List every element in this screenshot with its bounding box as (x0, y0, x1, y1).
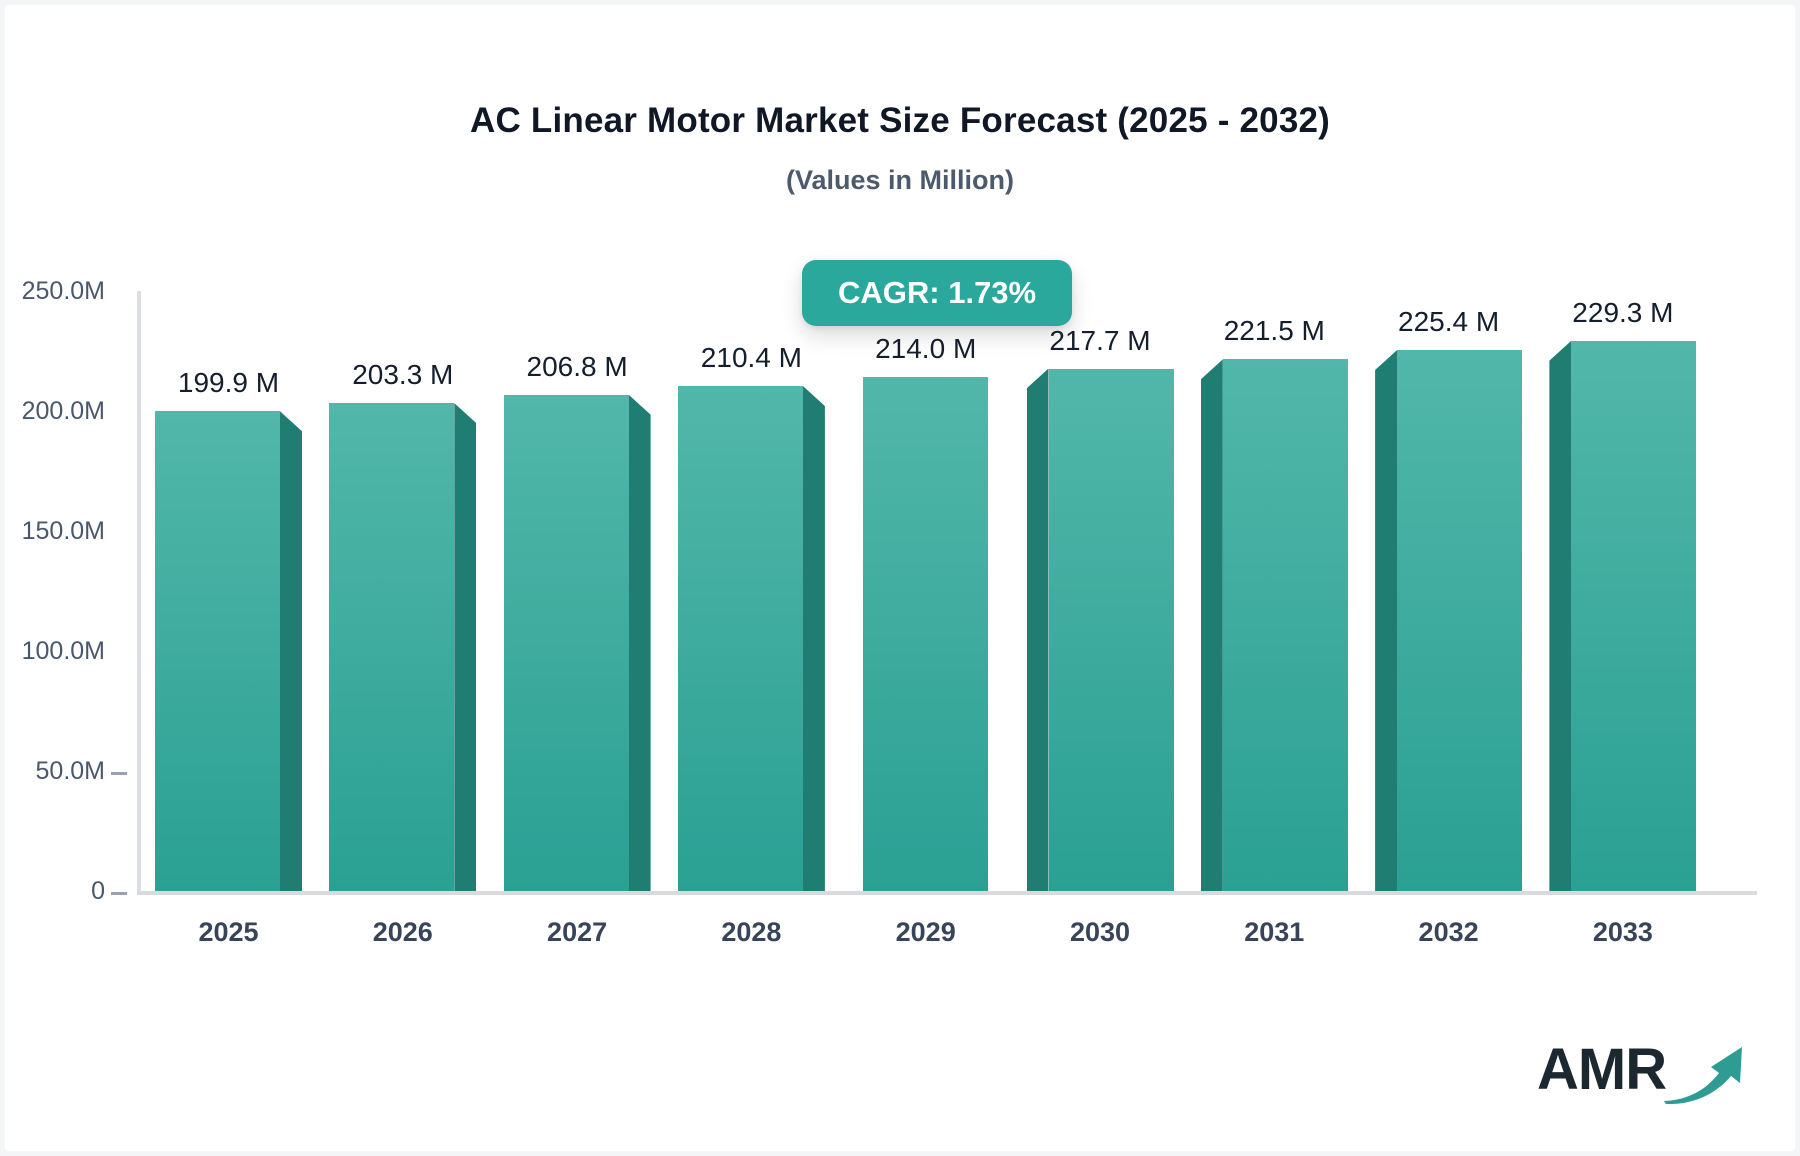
bar-2028 (677, 386, 803, 891)
y-axis-tick-label: 100.0M (21, 637, 105, 665)
y-axis-tick-mark (111, 772, 127, 775)
bar-side-3d (802, 386, 825, 891)
bar-side-3d (1375, 350, 1398, 891)
y-axis-line (137, 291, 141, 895)
logo: AMR (1537, 1041, 1752, 1114)
bar-value-label: 229.3 M (1572, 296, 1674, 328)
bar-side-3d (454, 403, 477, 891)
chart-card: AC Linear Motor Market Size Forecast (20… (5, 5, 1795, 1151)
bar-side-3d (1026, 368, 1049, 891)
bar-value-label: 203.3 M (352, 359, 454, 391)
x-axis-tick-label: 2026 (372, 917, 433, 947)
x-axis-tick-label: 2033 (1592, 917, 1653, 947)
y-axis-tick-label: 200.0M (21, 397, 105, 425)
y-axis-tick-label: 150.0M (21, 517, 105, 545)
bar-value-label: 217.7 M (1049, 324, 1151, 356)
bar-side-3d (1200, 359, 1223, 891)
y-axis-tick-label: 0 (91, 877, 105, 905)
y-axis-tick-label: 50.0M (35, 757, 105, 785)
bar-chart: AC Linear Motor Market Size Forecast (20… (5, 5, 1795, 1151)
bar-2027 (503, 394, 629, 891)
growth-arrow-icon (1660, 1043, 1752, 1114)
x-axis-tick-label: 2029 (895, 917, 956, 947)
bar-2033 (1571, 340, 1697, 891)
bar-2025 (155, 411, 280, 891)
x-axis-tick-label: 2025 (198, 917, 259, 947)
bar-value-label: 221.5 M (1223, 315, 1325, 347)
bar-2031 (1222, 359, 1348, 891)
bar-2032 (1397, 350, 1523, 891)
bar-value-label: 206.8 M (526, 350, 628, 382)
bar-value-label: 225.4 M (1398, 306, 1500, 338)
bar-value-label: 214.0 M (875, 333, 977, 365)
x-axis-tick-label: 2031 (1244, 917, 1305, 947)
chart-subtitle: (Values in Million) (785, 165, 1015, 195)
x-axis-tick-label: 2027 (547, 917, 608, 947)
logo-text: AMR (1537, 1037, 1667, 1102)
x-axis-tick-label: 2028 (721, 917, 782, 947)
x-axis-tick-label: 2030 (1069, 917, 1131, 947)
bar-side-3d (1549, 340, 1572, 891)
bar-side-3d (280, 411, 302, 891)
bar-2029 (863, 377, 989, 891)
x-axis-tick-label: 2032 (1418, 917, 1479, 947)
bar-2026 (329, 403, 455, 891)
x-axis-line (137, 891, 1757, 895)
cagr-badge: CAGR: 1.73% (802, 260, 1073, 326)
bar-2030 (1048, 368, 1174, 891)
bar-value-label: 210.4 M (700, 342, 802, 374)
bar-side-3d (628, 394, 651, 891)
y-axis-tick-mark (111, 892, 127, 895)
bar-value-label: 199.9 M (177, 367, 280, 399)
y-axis-tick-label: 250.0M (21, 277, 105, 305)
chart-title: AC Linear Motor Market Size Forecast (20… (469, 101, 1330, 140)
